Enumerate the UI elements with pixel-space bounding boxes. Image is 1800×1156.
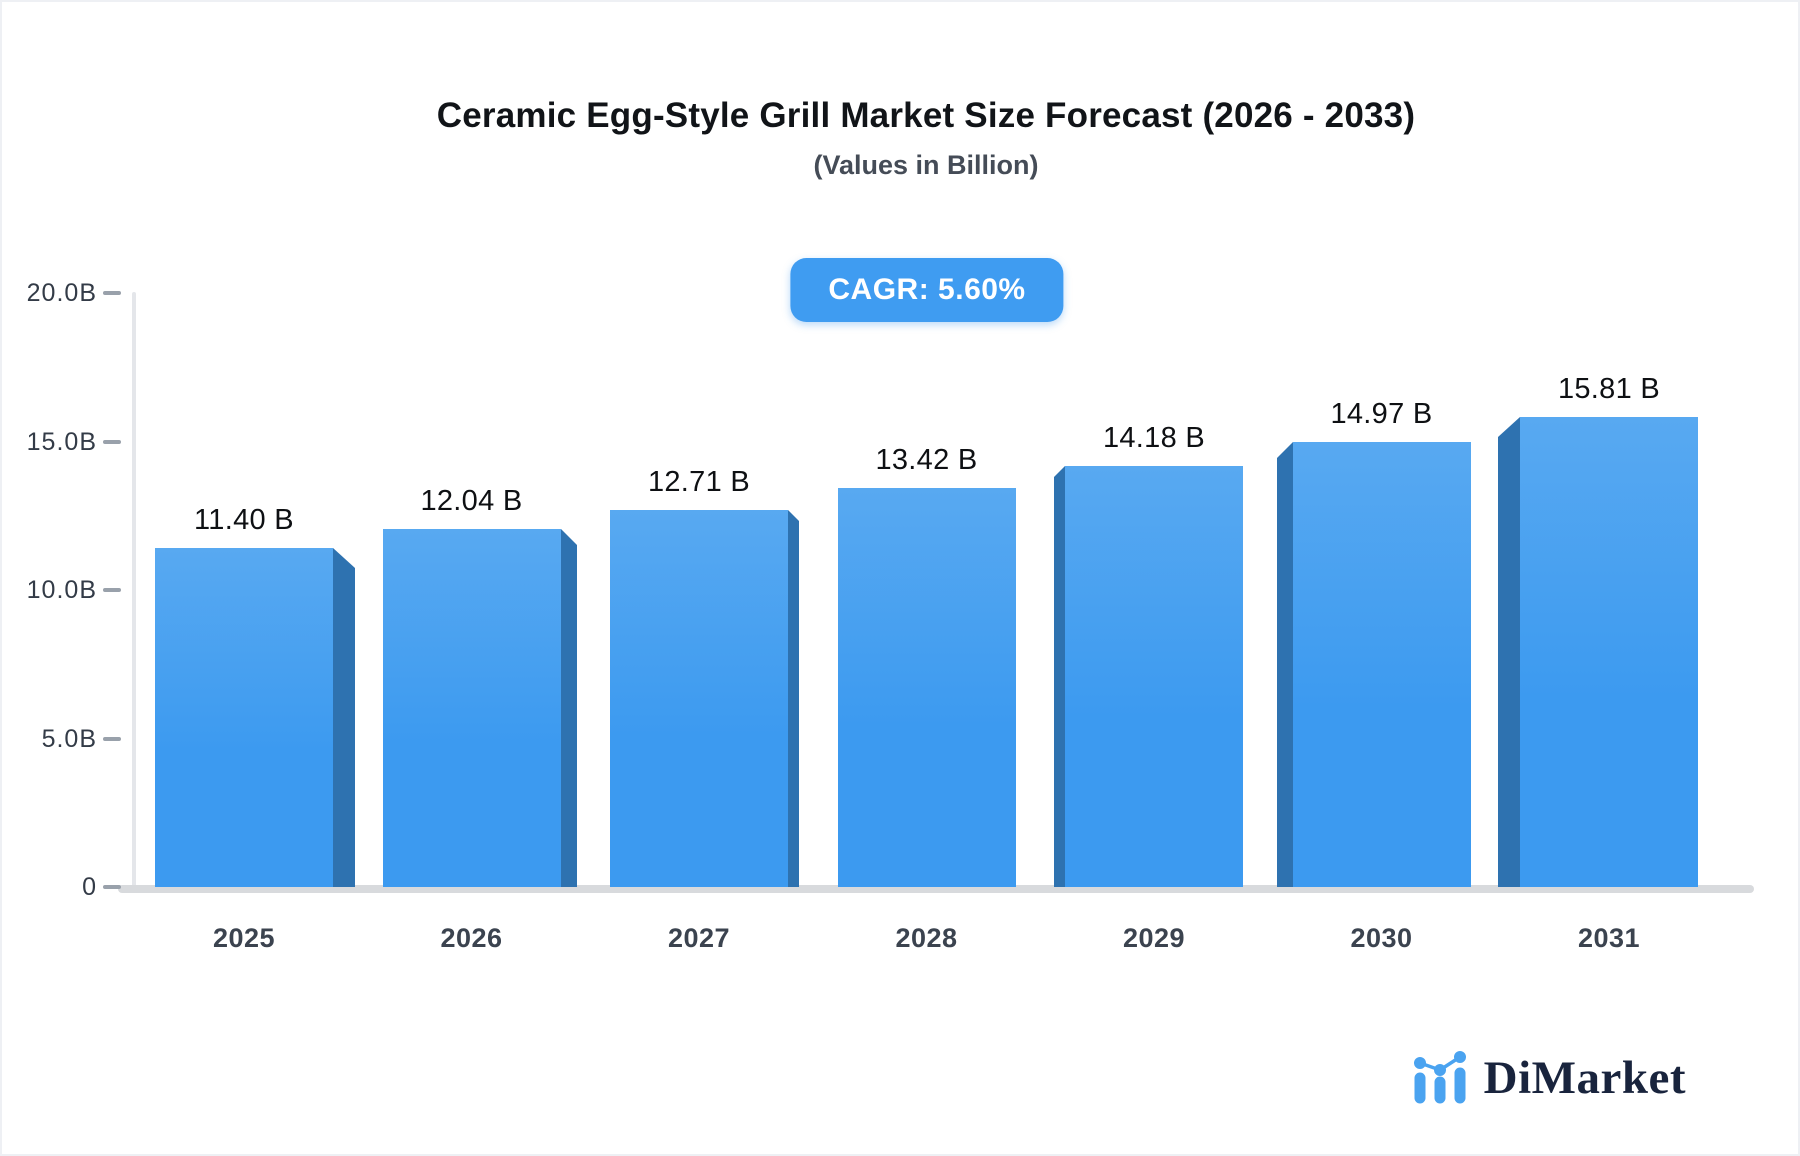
bar-value-label: 13.42 B (875, 444, 978, 476)
mini-bar-chart-icon (1412, 1049, 1470, 1107)
y-tick-label: 20.0B (26, 279, 97, 307)
bar-side-face (333, 548, 355, 887)
brand-name: DiMarket (1483, 1052, 1686, 1104)
bar-2028 (837, 488, 1016, 887)
x-axis-label-2027: 2027 (667, 923, 731, 953)
y-tick-label: 5.0B (41, 724, 97, 753)
bar-value-label: 12.71 B (647, 466, 751, 498)
bar-side-face (1054, 466, 1065, 887)
y-axis-line (132, 292, 136, 888)
x-axis-baseline (118, 885, 1754, 893)
y-tick-label: 0 (82, 873, 97, 901)
bar-side-face (788, 510, 799, 887)
chart-title: Ceramic Egg-Style Grill Market Size Fore… (436, 96, 1416, 135)
x-axis-label-2031: 2031 (1577, 923, 1641, 953)
chart-subtitle: (Values in Billion) (813, 150, 1039, 180)
x-axis-label-2026: 2026 (440, 923, 503, 953)
y-tick-label: 10.0B (26, 576, 97, 604)
y-tick-mark (103, 291, 121, 295)
bar-side-face (1276, 442, 1293, 887)
bar-2025 (155, 548, 333, 887)
bar-side-face (560, 529, 577, 887)
bar-value-label: 12.04 B (420, 485, 523, 517)
x-axis-label-2028: 2028 (895, 923, 958, 953)
y-tick-mark (103, 885, 121, 889)
y-tick-mark (103, 588, 121, 592)
y-tick-mark (103, 736, 121, 741)
bar-2029 (1065, 466, 1243, 887)
bar-side-face (1498, 417, 1520, 887)
x-axis-label-2030: 2030 (1350, 923, 1413, 953)
x-axis-label-2029: 2029 (1122, 923, 1186, 953)
bar-value-label: 15.81 B (1557, 373, 1661, 405)
bar-2030 (1292, 442, 1471, 887)
bar-value-label: 14.97 B (1330, 398, 1433, 430)
bar-2026 (382, 529, 561, 887)
bar-2031 (1520, 417, 1698, 887)
y-tick-mark (103, 439, 121, 444)
brand-logo: DiMarket (1412, 1046, 1686, 1110)
bar-value-label: 14.18 B (1102, 422, 1206, 454)
cagr-badge: CAGR: 5.60% (790, 258, 1064, 322)
bar-value-label: 11.40 B (194, 504, 294, 536)
bar-2027 (610, 510, 788, 887)
x-axis-label-2025: 2025 (212, 923, 276, 953)
y-tick-label: 15.0B (26, 427, 97, 456)
